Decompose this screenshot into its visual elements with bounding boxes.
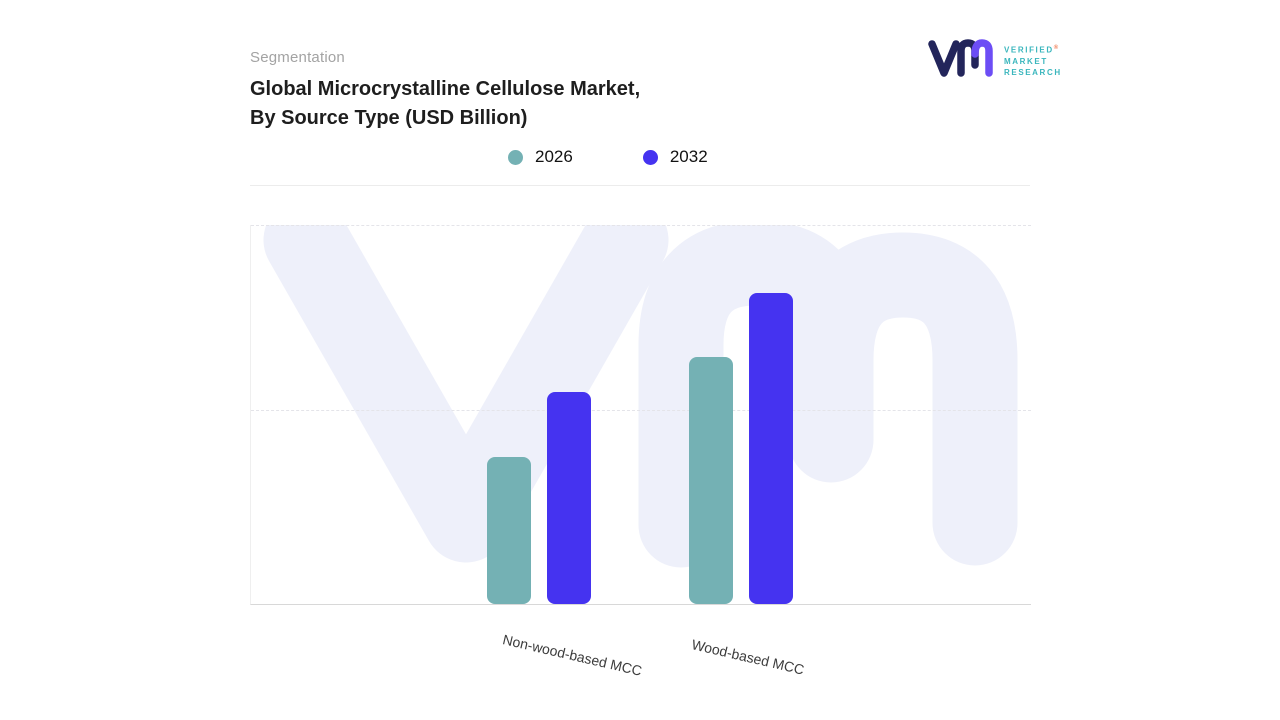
chart-title-line1: Global Microcrystalline Cellulose Market… xyxy=(250,78,641,100)
legend-swatch-2026 xyxy=(508,149,523,165)
bar-2032-wood-based-mcc[interactable] xyxy=(749,293,793,604)
header-divider xyxy=(250,185,1030,186)
bar-group-wood-based-mcc xyxy=(689,293,793,604)
gridline-top xyxy=(251,225,1031,226)
category-label-non-wood-based-mcc: Non-wood-based MCC xyxy=(501,631,644,679)
bar-group-non-wood-based-mcc xyxy=(487,392,591,604)
legend-item-2026[interactable]: 2026 xyxy=(508,147,573,167)
chart-title: Global Microcrystalline Cellulose Market… xyxy=(250,75,640,133)
bar-2032-non-wood-based-mcc[interactable] xyxy=(547,392,591,604)
chart-eyebrow: Segmentation xyxy=(250,49,345,66)
bar-2026-non-wood-based-mcc[interactable] xyxy=(487,457,531,604)
chart-title-line2: By Source Type (USD Billion) xyxy=(250,107,528,129)
legend-item-2032[interactable]: 2032 xyxy=(642,147,708,167)
gridline-middle xyxy=(251,410,1031,411)
category-label-wood-based-mcc: Wood-based MCC xyxy=(690,636,806,678)
bar-2026-wood-based-mcc[interactable] xyxy=(689,357,733,604)
vmr-logo: VERIFIED® MARKET RESEARCH xyxy=(928,38,1062,83)
vmr-logo-wordmark: VERIFIED® MARKET RESEARCH xyxy=(1004,45,1062,77)
legend-label-2026: 2026 xyxy=(535,147,573,166)
legend-label-2032: 2032 xyxy=(669,147,708,166)
plot-area xyxy=(250,225,1031,605)
registered-mark: ® xyxy=(1053,45,1059,52)
legend: 2026 2032 xyxy=(508,147,708,167)
legend-swatch-2032 xyxy=(642,149,658,165)
vmr-watermark-icon xyxy=(263,225,1018,568)
vmr-logo-icon xyxy=(928,38,994,83)
